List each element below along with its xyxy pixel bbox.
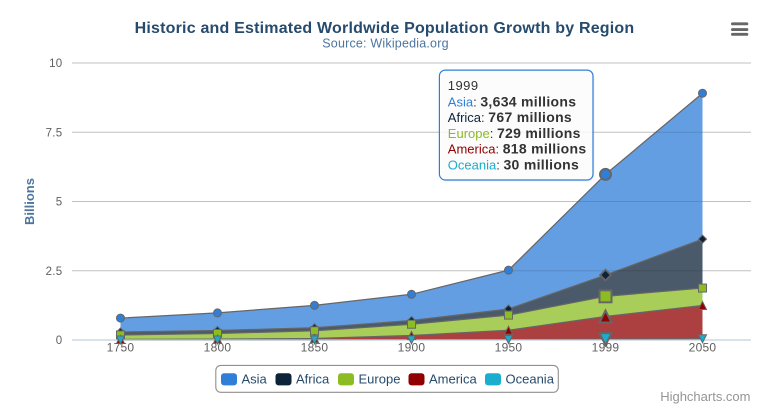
svg-text:10: 10 [49, 58, 62, 70]
svg-text:Europe: 729 millions: Europe: 729 millions [448, 125, 581, 141]
svg-text:5: 5 [56, 197, 63, 209]
svg-text:Oceania: 30 millions: Oceania: 30 millions [448, 157, 579, 173]
svg-text:Asia: Asia [242, 372, 268, 387]
svg-text:1850: 1850 [301, 341, 329, 355]
svg-text:1800: 1800 [204, 341, 232, 355]
svg-text:2050: 2050 [689, 341, 717, 355]
svg-text:Historic and Estimated Worldwi: Historic and Estimated Worldwide Populat… [135, 20, 635, 37]
svg-text:Africa: 767 millions: Africa: 767 millions [448, 109, 572, 125]
svg-text:1999: 1999 [448, 78, 479, 93]
svg-text:Asia: 3,634 millions: Asia: 3,634 millions [448, 93, 577, 109]
svg-text:America: America [429, 372, 477, 387]
svg-text:Europe: Europe [359, 372, 401, 387]
svg-text:1950: 1950 [495, 341, 523, 355]
svg-text:2.5: 2.5 [46, 266, 63, 278]
svg-text:Source: Wikipedia.org: Source: Wikipedia.org [322, 37, 448, 51]
svg-text:Oceania: Oceania [506, 372, 555, 387]
svg-text:America: 818 millions: America: 818 millions [448, 141, 587, 157]
svg-text:Highcharts.com: Highcharts.com [660, 389, 750, 404]
svg-text:7.5: 7.5 [46, 127, 63, 139]
svg-text:Billions: Billions [22, 178, 37, 225]
svg-text:1999: 1999 [592, 341, 620, 355]
svg-text:1750: 1750 [107, 341, 135, 355]
svg-text:0: 0 [56, 335, 63, 347]
svg-text:Africa: Africa [296, 372, 330, 387]
svg-text:1900: 1900 [398, 341, 426, 355]
